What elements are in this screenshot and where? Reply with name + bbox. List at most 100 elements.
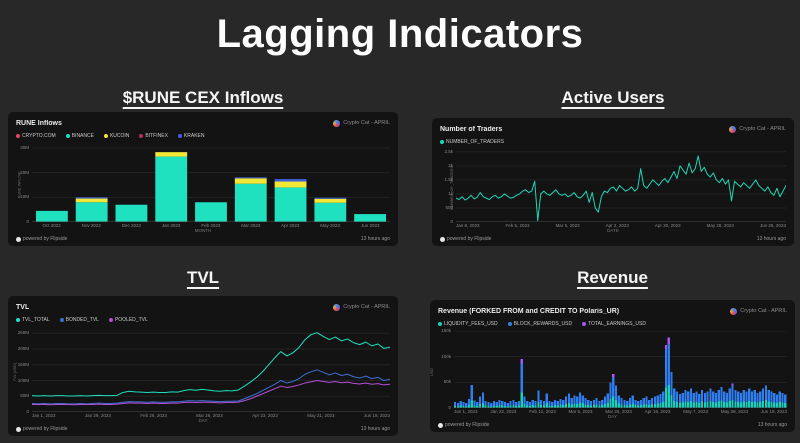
brand-text: Crypto Cat - APRIL: [343, 120, 390, 126]
chart-panel-tvl: TVL Crypto Cat - APRIL TVL_TOTAL BONDED_T…: [8, 296, 398, 436]
panel-footer: powered by Flipside 13 hours ago: [440, 236, 786, 242]
y-tick-label: 50M: [20, 393, 29, 398]
y-axis-title: USD: [430, 367, 435, 376]
y-axis: NUMBER_OF_TRADERS 2.5k 2k 1.5k 1k 500 0: [436, 149, 456, 224]
panel-header: TVL Crypto Cat - APRIL: [16, 301, 390, 313]
y-tick-label: 200M: [17, 345, 29, 351]
y-tick-label: 20M: [20, 169, 29, 175]
legend-label: NUMBER_OF_TRADERS: [446, 139, 505, 145]
x-tick-label: Jan 29, 2023: [84, 413, 111, 418]
legend-item: BINANCE: [65, 133, 94, 139]
section-heading-revenue: Revenue: [577, 268, 648, 287]
x-tick-label: Mar 5, 2023: [555, 223, 580, 228]
x-tick-label: Jan 1, 2023: [32, 413, 56, 418]
legend-item: CRYPTO.COM: [16, 133, 56, 139]
powered-by-label: powered by Flipside: [23, 426, 68, 432]
y-tick-label: 0: [26, 408, 29, 414]
legend-swatch-icon: [65, 134, 70, 138]
x-tick-label: Feb 12, 2023: [529, 409, 556, 414]
legend-swatch-icon: [177, 134, 182, 138]
flipside-logo-icon: [440, 236, 445, 242]
x-axis: Jan 1, 2023 Jan 22, 2023 Feb 12, 2023 Mar 5…: [454, 409, 787, 415]
panel-header: Number of Traders Crypto Cat - APRIL: [440, 123, 786, 135]
x-tick-label: Jan 22, 2023: [490, 409, 517, 414]
section-heading-tvl: TVL: [186, 268, 220, 287]
flipside-logo-icon: [438, 422, 443, 428]
powered-by: powered by Flipside: [16, 236, 67, 242]
legend-label: TOTAL_EARNINGS_USD: [588, 321, 646, 327]
legend-swatch-icon: [103, 134, 108, 138]
y-axis: USD 150k 100k 50k 0: [430, 327, 454, 409]
plot-area: [456, 149, 786, 222]
x-tick-label: Feb 2023: [201, 223, 221, 228]
legend-swatch-icon: [440, 140, 444, 144]
chart-canvas: [32, 327, 390, 412]
x-tick-label: Mar 5, 2023: [568, 409, 593, 414]
y-axis: TVL (USD) 250M 200M 150M 100M 50M 0: [12, 327, 32, 414]
legend-swatch-icon: [582, 322, 587, 326]
x-tick-label: Feb 5, 2023: [505, 223, 530, 228]
y-tick-label: 100k: [441, 353, 451, 359]
chart-canvas: [454, 331, 787, 408]
y-tick-label: 150k: [441, 327, 451, 333]
chart-legend: TVL_TOTAL BONDED_TVL POOLED_TVL: [16, 316, 390, 324]
chart-legend: NUMBER_OF_TRADERS: [440, 138, 786, 146]
y-tick-label: 250M: [17, 330, 29, 336]
x-tick-label: Mar 26, 2023: [605, 409, 632, 414]
x-tick-label: Jun 25, 2023: [759, 223, 786, 228]
legend-label: POOLED_TVL: [114, 317, 148, 323]
x-tick-label: Jun 18, 2023: [760, 409, 787, 414]
legend-swatch-icon: [16, 318, 20, 322]
page-title: Lagging Indicators: [216, 12, 584, 56]
last-updated: 13 hours ago: [757, 422, 787, 428]
plot-area: [454, 331, 787, 408]
panel-header: Revenue (FORKED FROM and CREDIT TO Polar…: [438, 305, 787, 317]
y-tick-label: 10M: [20, 194, 29, 200]
x-tick-label: May 7, 2023: [683, 409, 709, 414]
y-tick-label: 1.5k: [444, 176, 453, 182]
x-tick-label: Oct 2022: [42, 223, 61, 228]
powered-by: powered by Flipside: [440, 236, 491, 242]
last-updated: 13 hours ago: [360, 426, 390, 432]
legend-item: TVL_TOTAL: [16, 317, 50, 323]
x-tick-label: Jun 18, 2023: [363, 413, 390, 418]
legend-label: TVL_TOTAL: [22, 317, 50, 323]
y-axis: RUNE INFLOW 30M 20M 10M 0: [12, 143, 32, 224]
chart-legend: CRYPTO.COM BINANCE KUCOIN BITFINEX KRAKEN: [16, 132, 390, 140]
x-tick-label: Apr 30, 2023: [654, 223, 681, 228]
watermark: Crypto Cat - APRIL: [333, 303, 390, 311]
legend-swatch-icon: [438, 322, 442, 326]
y-tick-label: 0: [450, 218, 453, 224]
brand-text: Crypto Cat - APRIL: [343, 304, 390, 310]
brand-logo-icon: [730, 307, 738, 315]
legend-item: NUMBER_OF_TRADERS: [440, 139, 504, 145]
section-heading-active-users: Active Users: [561, 88, 665, 107]
chart-title: TVL: [16, 303, 30, 311]
legend-item: KRAKEN: [177, 133, 204, 139]
x-axis-title: DATE: [607, 228, 619, 233]
chart-panel-revenue: Revenue (FORKED FROM and CREDIT TO Polar…: [430, 300, 795, 432]
y-tick-label: 0: [26, 218, 29, 224]
watermark: Crypto Cat - APRIL: [729, 125, 786, 133]
plot-wrap: TVL (USD) 250M 200M 150M 100M 50M 0: [12, 327, 390, 414]
legend-item: TOTAL_EARNINGS_USD: [582, 321, 646, 327]
brand-text: Crypto Cat - APRIL: [740, 308, 787, 314]
panel-footer: powered by Flipside 13 hours ago: [438, 422, 787, 428]
panel-header: RUNE Inflows Crypto Cat - APRIL: [16, 117, 390, 129]
x-tick-label: Apr 2, 2023: [605, 223, 629, 228]
legend-label: LIQUIDITY_FEES_USD: [444, 321, 498, 327]
plot-area: [32, 327, 390, 412]
y-axis-title: NUMBER_OF_TRADERS: [450, 165, 455, 210]
powered-by: powered by Flipside: [438, 422, 489, 428]
plot-wrap: NUMBER_OF_TRADERS 2.5k 2k 1.5k 1k 500 0: [436, 149, 786, 224]
x-tick-label: May 28, 2023: [706, 223, 734, 228]
chart-title: Number of Traders: [440, 125, 503, 133]
x-tick-label: Apr 23, 2023: [252, 413, 278, 418]
y-tick-label: 100M: [17, 377, 29, 383]
chart-title: Revenue (FORKED FROM and CREDIT TO Polar…: [438, 307, 620, 315]
legend-item: BITFINEX: [139, 133, 168, 139]
legend-label: BINANCE: [71, 133, 94, 139]
legend-swatch-icon: [59, 318, 64, 322]
plot-wrap: RUNE INFLOW 30M 20M 10M 0: [12, 143, 390, 224]
chart-canvas: [32, 143, 390, 222]
